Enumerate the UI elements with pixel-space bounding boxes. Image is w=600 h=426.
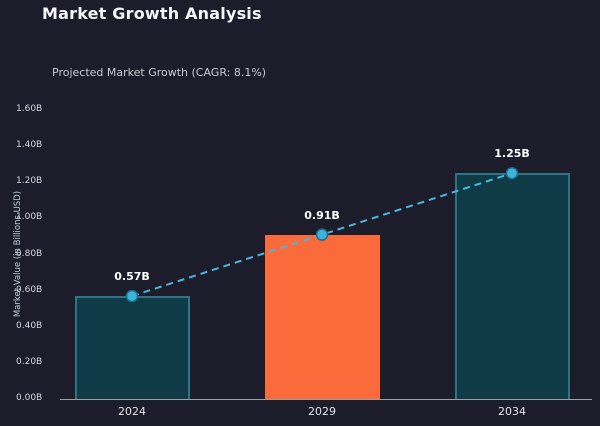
bar-2034	[454, 173, 570, 399]
y-tick-label: 1.60B	[16, 104, 43, 114]
chart-subtitle: Projected Market Growth (CAGR: 8.1%)	[52, 66, 267, 79]
y-tick-label: 1.40B	[16, 140, 43, 151]
y-tick-label: 0.00B	[16, 393, 43, 403]
chart-title: Market Growth Analysis	[42, 4, 262, 23]
y-tick-label: 0.80B	[16, 248, 43, 259]
bar-2024	[74, 296, 190, 399]
x-tick-label: 2034	[498, 405, 526, 418]
y-tick-label: 0.60B	[16, 284, 43, 295]
bar-2029	[264, 234, 380, 399]
y-tick-label: 1.20B	[16, 176, 43, 187]
x-tick-label: 2024	[118, 405, 146, 418]
x-tick-label: 2029	[308, 405, 336, 418]
bar-value-label: 0.91B	[304, 208, 340, 222]
y-tick-label: 0.20B	[16, 356, 43, 367]
y-tick-label: 0.40B	[16, 320, 43, 331]
bar-value-label: 0.57B	[114, 270, 150, 284]
x-axis-line	[60, 399, 592, 400]
bar-value-label: 1.25B	[494, 147, 530, 161]
y-tick-label: 1.00B	[16, 212, 43, 223]
